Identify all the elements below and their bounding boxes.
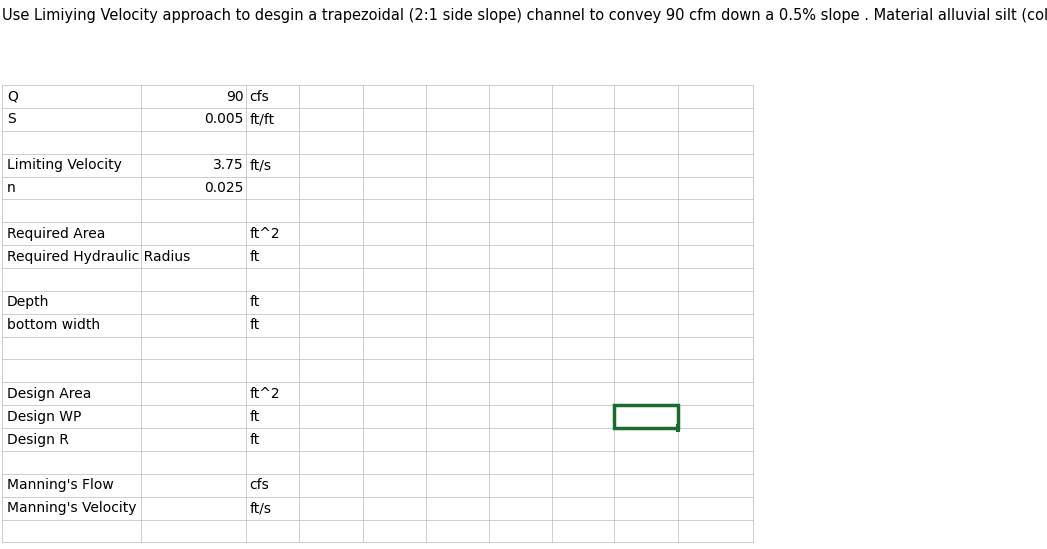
- Text: ft: ft: [249, 433, 260, 446]
- Text: ft/s: ft/s: [249, 501, 271, 515]
- Text: Design R: Design R: [6, 433, 69, 446]
- Text: 0.025: 0.025: [204, 181, 243, 195]
- Text: ft: ft: [249, 250, 260, 264]
- Text: cfs: cfs: [249, 89, 269, 104]
- Text: ft: ft: [249, 318, 260, 332]
- Text: Q: Q: [6, 89, 18, 104]
- Text: bottom width: bottom width: [6, 318, 99, 332]
- Text: ft/s: ft/s: [249, 158, 271, 172]
- Text: ft: ft: [249, 295, 260, 309]
- Text: 0.005: 0.005: [204, 113, 243, 126]
- Text: Design WP: Design WP: [6, 410, 82, 424]
- Text: Manning's Flow: Manning's Flow: [6, 478, 113, 492]
- Text: Depth: Depth: [6, 295, 49, 309]
- Bar: [675, 424, 681, 432]
- Text: cfs: cfs: [249, 478, 269, 492]
- Text: ft: ft: [249, 410, 260, 424]
- Text: Use Limiying Velocity approach to desgin a trapezoidal (2:1 side slope) channel : Use Limiying Velocity approach to desgin…: [2, 8, 1047, 23]
- Text: ft^2: ft^2: [249, 387, 280, 401]
- Text: Design Area: Design Area: [6, 387, 91, 401]
- Text: n: n: [6, 181, 16, 195]
- Bar: [615, 405, 678, 428]
- Text: ft/ft: ft/ft: [249, 113, 274, 126]
- Text: Limiting Velocity: Limiting Velocity: [6, 158, 121, 172]
- Text: S: S: [6, 113, 16, 126]
- Text: Required Area: Required Area: [6, 227, 105, 240]
- Text: 90: 90: [226, 89, 243, 104]
- Text: Manning's Velocity: Manning's Velocity: [6, 501, 136, 515]
- Text: 3.75: 3.75: [213, 158, 243, 172]
- Text: Required Hydraulic Radius: Required Hydraulic Radius: [6, 250, 191, 264]
- Text: ft^2: ft^2: [249, 227, 280, 240]
